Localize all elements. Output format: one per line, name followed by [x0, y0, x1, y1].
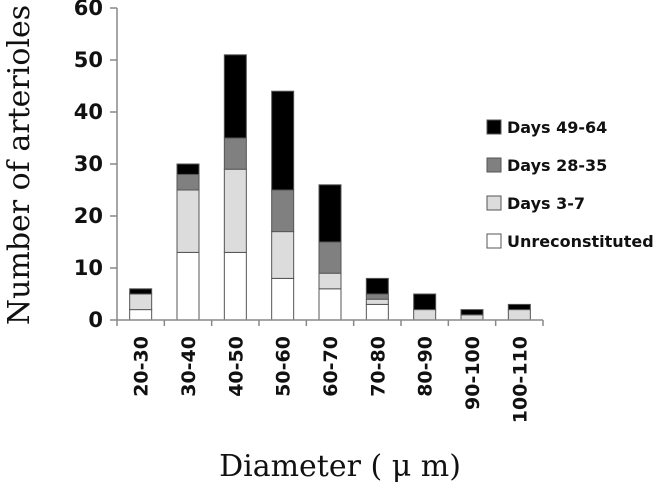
bar-segment-60-70-series-1	[318, 272, 342, 290]
bar-segment-60-70-series-3	[318, 184, 342, 243]
bar-segment-40-50-series-0	[223, 251, 247, 321]
x-category-label: 70-80	[367, 336, 389, 397]
bar-segment-30-40-series-1	[176, 189, 200, 253]
bar-segment-90-100-series-3	[460, 309, 484, 316]
bar-segment-30-40-series-0	[176, 251, 200, 321]
y-ticks: 0 10 20 30 40 50 60	[74, 0, 117, 332]
legend-label: Days 28-35	[507, 156, 607, 175]
x-category-label: 40-50	[225, 336, 247, 397]
legend-label: Days 49-64	[507, 118, 607, 137]
bar-segment-50-60-series-1	[271, 231, 295, 279]
legend-swatch	[486, 119, 502, 135]
legend-label: Unreconstituted	[507, 232, 654, 251]
x-category-label: 90-100	[462, 336, 484, 410]
bar-segment-20-30-series-3	[129, 288, 153, 295]
x-category-label: 60-70	[320, 336, 342, 397]
bar-segment-70-80-series-0	[365, 303, 389, 321]
bar-segment-70-80-series-3	[365, 277, 389, 295]
bar-segment-70-80-series-1	[365, 298, 389, 305]
y-tick-label: 60	[74, 0, 103, 20]
legend-label: Days 3-7	[507, 194, 585, 213]
x-axis-title: Diameter ( μ m)	[219, 449, 461, 484]
bar-segment-40-50-series-3	[223, 54, 247, 139]
x-category-label: 100-110	[509, 336, 531, 423]
bar-segment-40-50-series-1	[223, 168, 247, 253]
legend-swatch	[486, 195, 502, 211]
legend-swatch	[486, 233, 502, 249]
bar-segment-60-70-series-0	[318, 288, 342, 321]
bar-segment-50-60-series-0	[271, 277, 295, 321]
bar-segment-40-50-series-2	[223, 137, 247, 170]
bar-segment-90-100-series-1	[460, 314, 484, 321]
legend: Days 49-64 Days 28-35 Days 3-7 Unreconstitu…	[486, 118, 654, 251]
bar-segment-50-60-series-3	[271, 90, 295, 191]
bar-segment-30-40-series-2	[176, 173, 200, 191]
bar-segment-100-110-series-1	[507, 309, 531, 321]
x-category-label: 50-60	[273, 336, 295, 397]
bar-segment-20-30-series-1	[129, 293, 153, 311]
y-tick-label: 0	[88, 308, 103, 332]
x-category-label: 80-90	[415, 336, 437, 397]
y-axis-title: Number of arterioles	[2, 5, 37, 325]
bars-layer	[129, 54, 531, 321]
x-category-label: 20-30	[131, 336, 153, 397]
legend-swatch	[486, 157, 502, 173]
x-ticks: 20-30 30-40 40-50 50-60 60-70 70-80 80-90 90-10…	[116, 320, 544, 423]
y-tick-label: 40	[74, 100, 103, 124]
bar-segment-20-30-series-0	[129, 309, 153, 321]
bar-segment-80-90-series-3	[413, 293, 437, 311]
y-tick-label: 20	[74, 204, 103, 228]
bar-segment-50-60-series-2	[271, 189, 295, 233]
bar-segment-80-90-series-1	[413, 309, 437, 321]
bar-segment-30-40-series-3	[176, 163, 200, 175]
bar-segment-70-80-series-2	[365, 293, 389, 300]
y-tick-label: 30	[74, 152, 103, 176]
bar-segment-100-110-series-3	[507, 303, 531, 311]
bar-segment-60-70-series-2	[318, 241, 342, 274]
y-tick-label: 50	[74, 48, 103, 72]
x-category-label: 30-40	[178, 336, 200, 397]
y-tick-label: 10	[74, 256, 103, 280]
